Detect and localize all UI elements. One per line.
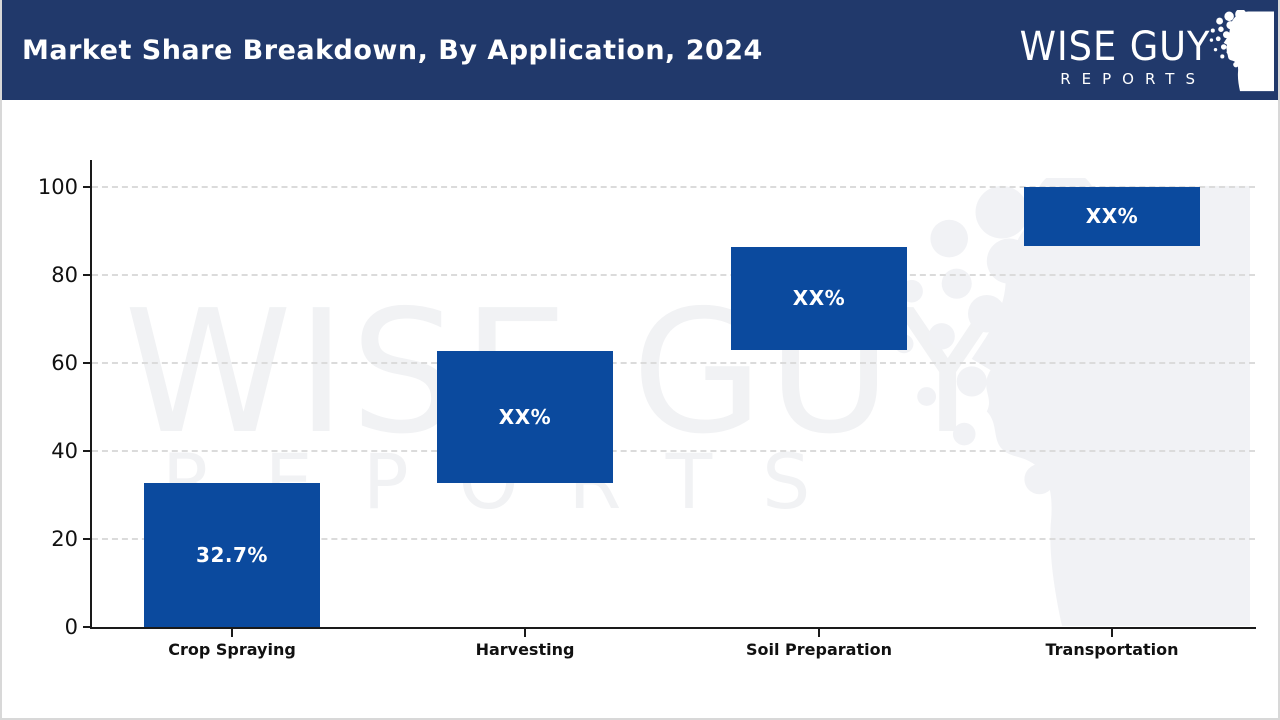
y-tick-100 <box>83 186 91 188</box>
bar-value-label: XX% <box>792 286 846 311</box>
y-tick-20 <box>83 538 91 540</box>
brand-wordmark: WISE GUY <box>1019 24 1210 70</box>
bar-harvesting: XX% <box>437 351 613 484</box>
brand-subtext: REPORTS <box>1060 70 1206 88</box>
bar-crop-spraying: 32.7% <box>144 483 320 627</box>
x-tick-label: Harvesting <box>475 640 575 659</box>
y-tick-label: 0 <box>64 615 78 639</box>
y-tick-label: 60 <box>51 351 78 375</box>
y-tick-0 <box>83 626 91 628</box>
gridline-80 <box>92 274 1255 276</box>
y-tick-label: 40 <box>51 439 78 463</box>
bar-value-label: 32.7% <box>196 543 268 568</box>
x-tick-1 <box>524 629 526 637</box>
gridline-100 <box>92 186 1255 188</box>
chart-title: Market Share Breakdown, By Application, … <box>22 34 763 66</box>
brand-logo: WISE GUY REPORTS <box>1005 6 1274 96</box>
bar-transportation: XX% <box>1024 187 1200 246</box>
x-tick-3 <box>1111 629 1113 637</box>
gridline-60 <box>92 362 1255 364</box>
x-tick-2 <box>818 629 820 637</box>
y-tick-60 <box>83 362 91 364</box>
y-tick-label: 20 <box>51 527 78 551</box>
y-tick-40 <box>83 450 91 452</box>
y-axis-line <box>90 160 92 629</box>
x-tick-label: Transportation <box>1045 640 1179 659</box>
header-band: Market Share Breakdown, By Application, … <box>2 0 1278 100</box>
y-tick-80 <box>83 274 91 276</box>
bar-value-label: XX% <box>498 405 552 430</box>
bar-soil-preparation: XX% <box>731 246 907 350</box>
gridline-20 <box>92 538 1255 540</box>
bar-value-label: XX% <box>1085 204 1139 229</box>
x-axis-line <box>90 627 1256 629</box>
y-tick-label: 100 <box>37 175 78 199</box>
x-tick-0 <box>231 629 233 637</box>
y-tick-label: 80 <box>51 263 78 287</box>
x-tick-label: Crop Spraying <box>168 640 296 659</box>
gridline-40 <box>92 450 1255 452</box>
brand-head-icon <box>1209 10 1274 92</box>
x-tick-label: Soil Preparation <box>746 640 892 659</box>
